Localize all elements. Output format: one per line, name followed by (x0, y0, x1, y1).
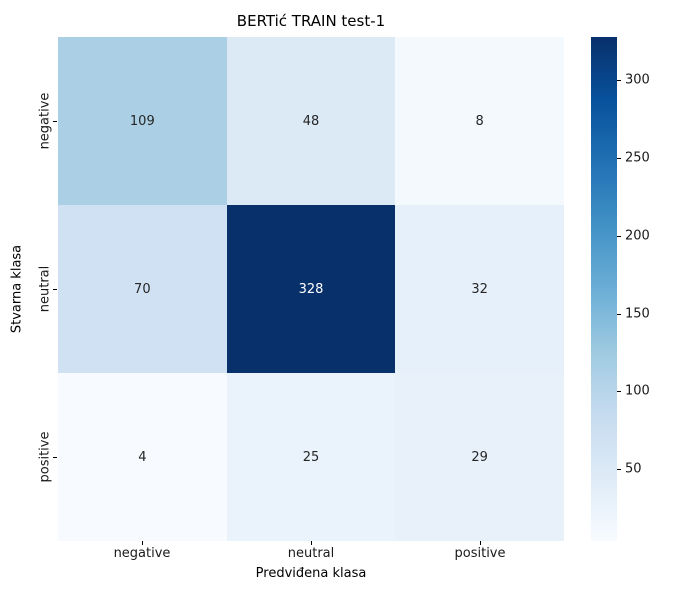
heatmap-cell: 109 (58, 37, 227, 205)
colorbar-tick-mark (617, 158, 621, 159)
colorbar-gradient (591, 37, 617, 541)
x-tick-mark (311, 541, 312, 545)
y-axis-label: Stvarna klasa (9, 244, 25, 334)
y-tick-mark (53, 289, 57, 290)
heatmap-cell: 48 (226, 37, 396, 205)
cell-value: 109 (129, 113, 155, 129)
cell-value: 70 (134, 281, 151, 297)
colorbar-tick-label: 250 (625, 150, 650, 166)
cell-value: 8 (475, 113, 484, 129)
heatmap-grid: 109 48 8 70 328 32 4 25 29 (58, 37, 564, 541)
x-tick-mark (480, 541, 481, 545)
x-tick-label: negative (113, 546, 171, 561)
heatmap-cell: 8 (395, 37, 564, 205)
colorbar-tick-label: 200 (625, 228, 650, 244)
colorbar-tick-mark (617, 469, 621, 470)
cell-value: 48 (302, 113, 320, 129)
heatmap-cell: 4 (58, 373, 227, 541)
colorbar-tick-label: 50 (625, 461, 642, 477)
y-tick-label: negative (37, 92, 53, 150)
x-axis-label: Predviđena klasa (255, 566, 367, 581)
x-tick-mark (142, 541, 143, 545)
chart-title: BERTić TRAIN test-1 (236, 12, 386, 30)
x-tick-label: neutral (287, 546, 335, 561)
colorbar-tick-mark (617, 391, 621, 392)
heatmap-cell: 328 (226, 205, 396, 373)
y-tick-mark (53, 121, 57, 122)
colorbar-tick-label: 300 (625, 72, 650, 88)
colorbar-tick-label: 100 (625, 383, 650, 399)
colorbar-tick-mark (617, 80, 621, 81)
cell-value: 32 (471, 281, 488, 297)
colorbar-tick-mark (617, 314, 621, 315)
heatmap-cell: 32 (395, 205, 564, 373)
cell-value: 25 (302, 449, 320, 465)
heatmap-cell: 25 (226, 373, 396, 541)
colorbar-tick-mark (617, 236, 621, 237)
cell-value: 328 (298, 281, 324, 297)
y-tick-label: neutral (37, 265, 53, 313)
cell-value: 29 (471, 449, 488, 465)
cell-value: 4 (138, 449, 147, 465)
colorbar-tick-label: 150 (625, 306, 650, 322)
y-tick-mark (53, 457, 57, 458)
heatmap-cell: 29 (395, 373, 564, 541)
x-tick-label: positive (454, 546, 506, 561)
heatmap-cell: 70 (58, 205, 227, 373)
y-tick-label: positive (37, 431, 53, 483)
